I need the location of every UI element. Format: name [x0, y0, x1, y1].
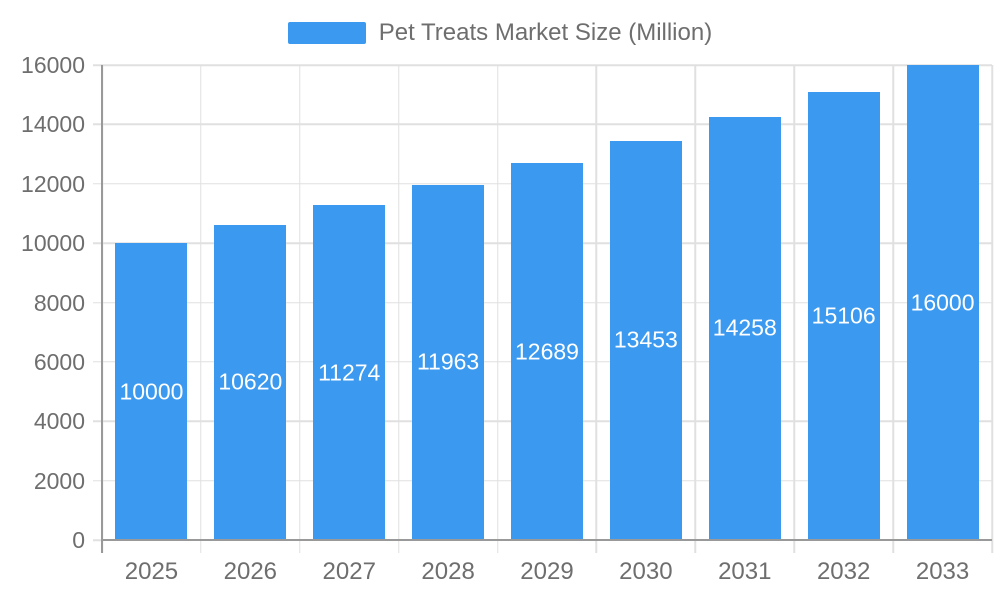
x-tick-label: 2027 — [322, 558, 376, 585]
bar-value-label: 10620 — [218, 368, 283, 395]
x-tick-label: 2029 — [520, 558, 574, 585]
bar — [906, 65, 979, 540]
gridline-vertical — [892, 65, 894, 553]
x-axis-line — [102, 539, 992, 541]
y-tick-label: 14000 — [21, 111, 85, 138]
y-tick-label: 12000 — [21, 170, 85, 197]
bar — [511, 163, 583, 540]
legend-item[interactable]: Pet Treats Market Size (Million) — [0, 19, 1000, 47]
y-tick-label: 4000 — [33, 408, 85, 435]
y-axis-tick — [93, 301, 102, 304]
gridline-vertical — [496, 65, 499, 553]
gridline-vertical — [397, 65, 400, 553]
gridline-vertical — [595, 65, 598, 553]
y-axis-tick — [93, 242, 102, 244]
bar-value-label: 16000 — [910, 289, 975, 315]
y-axis-line — [101, 65, 103, 553]
bar-value-label: 12689 — [515, 338, 579, 365]
bar — [412, 184, 485, 540]
y-axis-tick — [93, 539, 102, 541]
y-tick-label: 8000 — [33, 289, 85, 316]
y-tick-label: 10000 — [21, 230, 85, 257]
bar-value-label: 10000 — [119, 378, 184, 405]
bar-value-label: 14258 — [712, 314, 777, 341]
gridline-vertical — [991, 65, 993, 553]
bar — [807, 91, 880, 540]
y-axis-tick — [93, 420, 102, 422]
gridline-vertical — [200, 65, 202, 553]
y-axis-tick — [93, 479, 102, 482]
gridline-horizontal — [102, 123, 992, 126]
gridline-horizontal — [102, 64, 992, 66]
y-axis-tick — [93, 183, 102, 185]
bar — [313, 205, 386, 540]
bar — [609, 140, 682, 540]
x-tick-label: 2028 — [421, 558, 475, 585]
gridline-vertical — [694, 65, 697, 553]
bar — [214, 224, 287, 540]
x-tick-label: 2032 — [816, 558, 871, 585]
plot-area: 10000 10620 11274 11963 12689 13453 14258 15106… — [93, 64, 993, 553]
bar-value-label: 15106 — [811, 302, 876, 329]
y-axis-tick — [93, 123, 102, 126]
bar-value-label: 11274 — [318, 359, 381, 386]
bar-value-label: 11963 — [416, 348, 480, 375]
x-tick-label: 2031 — [718, 558, 772, 585]
y-tick-label: 2000 — [33, 467, 85, 494]
bar — [115, 243, 188, 540]
y-axis-tick — [93, 64, 102, 66]
gridline-vertical — [299, 65, 301, 553]
legend-label: Pet Treats Market Size (Million) — [378, 19, 713, 46]
bar — [708, 116, 781, 540]
x-tick-label: 2030 — [619, 558, 673, 585]
y-tick-label: 16000 — [21, 52, 85, 78]
y-tick-label: 6000 — [33, 348, 85, 375]
legend-swatch — [287, 22, 366, 44]
y-axis-tick — [93, 361, 102, 363]
x-tick-label: 2026 — [223, 558, 278, 585]
bar-value-label: 13453 — [613, 326, 678, 353]
x-tick-label: 2033 — [915, 558, 970, 585]
x-tick-label: 2025 — [124, 558, 179, 585]
gridline-vertical — [793, 65, 795, 553]
y-tick-label: 0 — [72, 527, 85, 553]
